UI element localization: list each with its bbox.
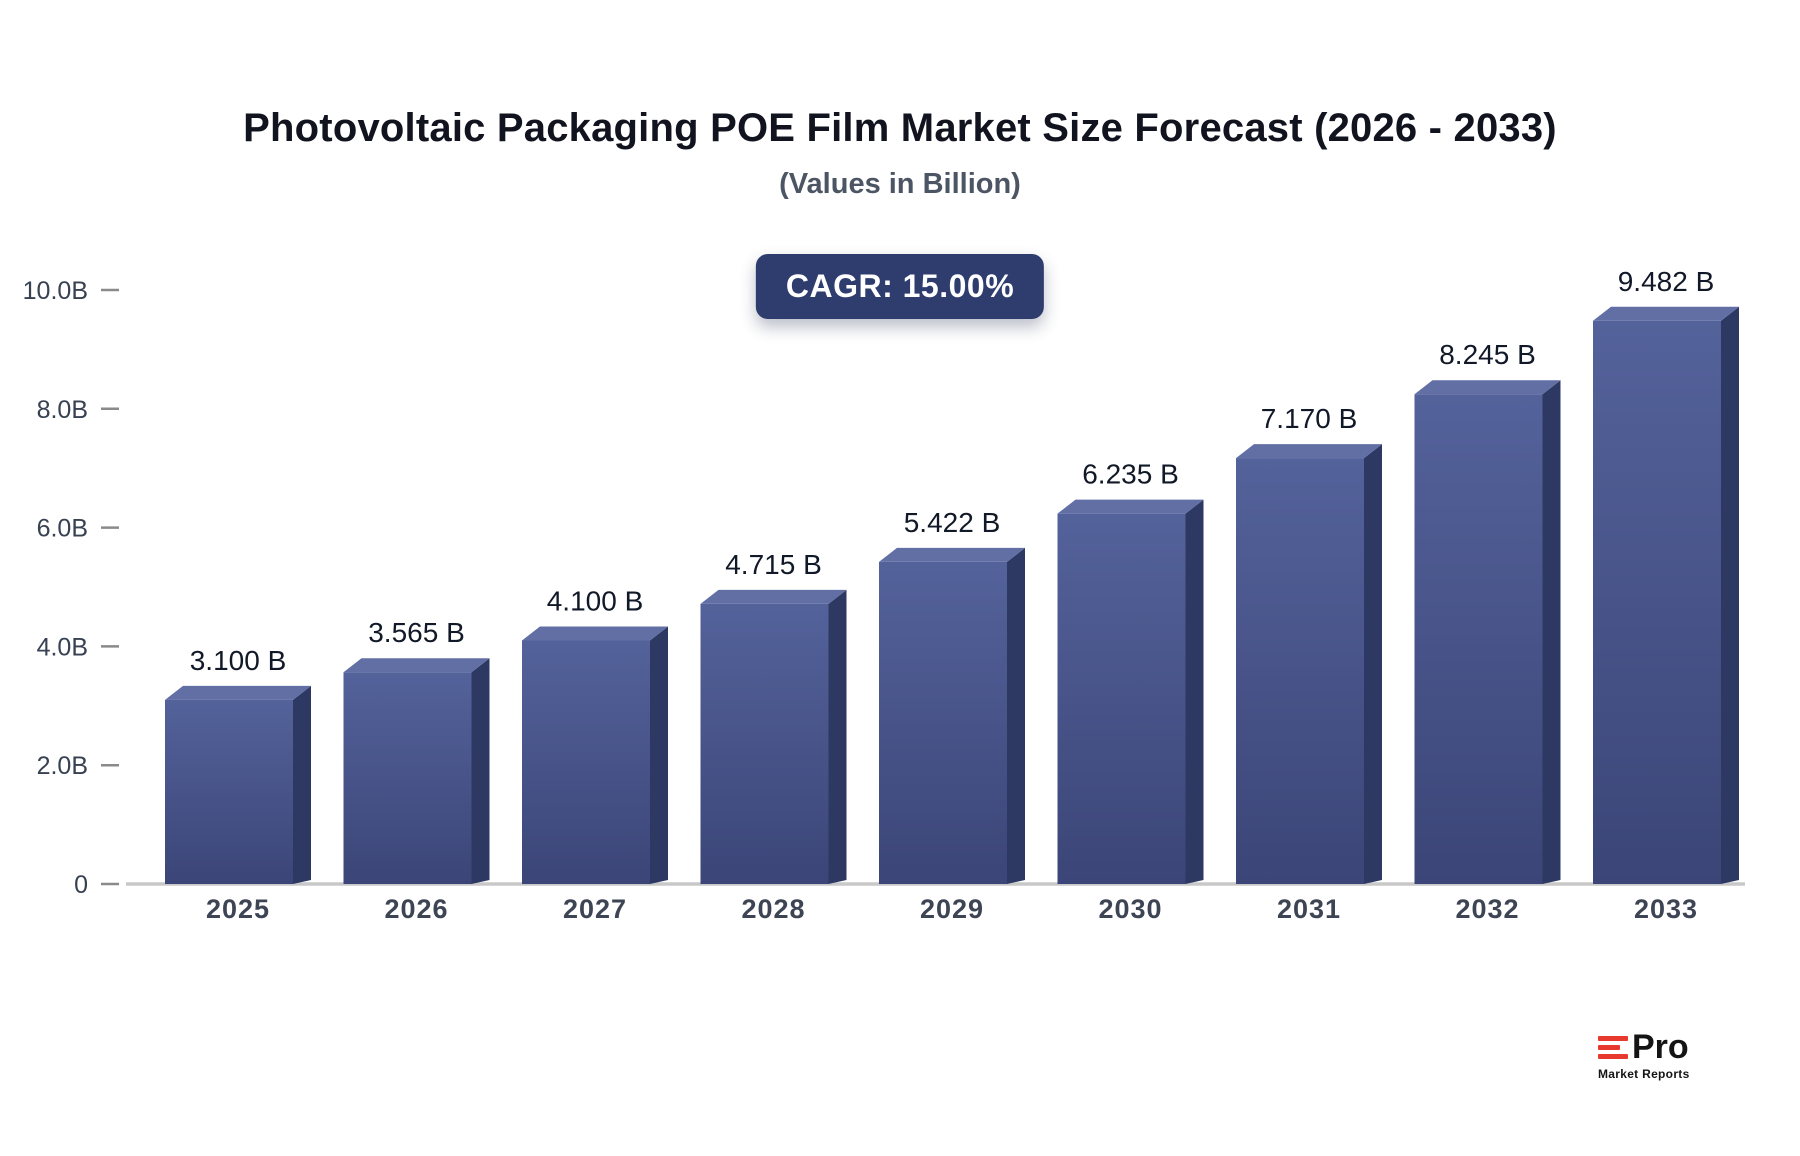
x-tick-label-2031: 2031 (1277, 894, 1341, 924)
bar-top-2028 (700, 589, 847, 604)
bar-2030 (1057, 513, 1186, 884)
bar-2031 (1236, 458, 1364, 884)
chart-subtitle: (Values in Billion) (779, 168, 1021, 200)
logo-subtext: Market Reports (1598, 1067, 1690, 1081)
y-tick-label: 8.0B (37, 396, 88, 424)
x-tick-label-2030: 2030 (1098, 894, 1162, 924)
bar-2025 (165, 699, 293, 884)
x-tick-label-2026: 2026 (384, 894, 448, 924)
value-label-2031: 7.170 B (1261, 403, 1358, 434)
bar-chart-plot: 0 2.0B 4.0B 6.0B 8.0B 10.0B 3.100 B 2025 3.565 B… (23, 266, 1745, 924)
bar-side-2027 (650, 626, 668, 884)
logo-row: Pro (1598, 1030, 1689, 1064)
bar-2033 (1593, 320, 1721, 885)
value-label-2028: 4.715 B (725, 549, 822, 580)
logo-stripe (1598, 1044, 1620, 1050)
value-label-2030: 6.235 B (1082, 459, 1179, 490)
bar-2029 (879, 561, 1007, 884)
bar-side-2028 (828, 589, 847, 884)
logo-text: Pro (1632, 1028, 1689, 1066)
value-label-2032: 8.245 B (1439, 339, 1536, 370)
bar-side-2030 (1185, 499, 1204, 884)
bar-side-2025 (293, 685, 311, 884)
bar-top-2026 (343, 658, 490, 673)
bar-top-2031 (1236, 444, 1382, 459)
y-tick-label: 4.0B (37, 633, 88, 661)
y-tick-label: 0 (74, 871, 88, 899)
bar-top-2029 (879, 547, 1025, 562)
logo-stripes-icon (1598, 1035, 1628, 1059)
value-label-2027: 4.100 B (547, 585, 644, 616)
bar-side-2031 (1364, 444, 1382, 884)
bar-2028 (700, 603, 829, 884)
logo-stripe (1598, 1035, 1628, 1041)
cagr-badge: CAGR: 15.00% (755, 254, 1045, 319)
value-label-2029: 5.422 B (904, 507, 1001, 538)
bar-side-2026 (471, 658, 490, 884)
bar-side-2029 (1007, 547, 1025, 884)
x-tick-label-2028: 2028 (741, 894, 805, 924)
bar-2027 (522, 640, 650, 884)
bar-side-2032 (1542, 380, 1561, 884)
value-label-2025: 3.100 B (190, 645, 287, 676)
bar-2032 (1414, 394, 1543, 884)
brand-logo: Pro Market Reports (1598, 1030, 1748, 1081)
bar-top-2025 (165, 685, 311, 700)
bar-top-2033 (1593, 306, 1739, 321)
x-tick-label-2032: 2032 (1455, 894, 1519, 924)
value-label-2026: 3.565 B (368, 617, 465, 648)
y-tick-label: 2.0B (37, 752, 88, 780)
x-tick-label-2029: 2029 (920, 894, 984, 924)
value-label-2033: 9.482 B (1618, 266, 1715, 297)
chart-title: Photovoltaic Packaging POE Film Market S… (243, 106, 1557, 150)
bar-side-2033 (1721, 306, 1739, 885)
y-tick-label: 10.0B (23, 277, 88, 305)
x-tick-label-2025: 2025 (206, 894, 270, 924)
logo-stripe (1598, 1053, 1628, 1059)
bar-2026 (343, 672, 472, 884)
y-tick-label: 6.0B (37, 515, 88, 543)
bar-top-2030 (1057, 499, 1204, 514)
x-tick-label-2027: 2027 (563, 894, 627, 924)
bar-top-2027 (522, 626, 668, 641)
x-tick-label-2033: 2033 (1634, 894, 1698, 924)
bar-top-2032 (1414, 380, 1561, 395)
